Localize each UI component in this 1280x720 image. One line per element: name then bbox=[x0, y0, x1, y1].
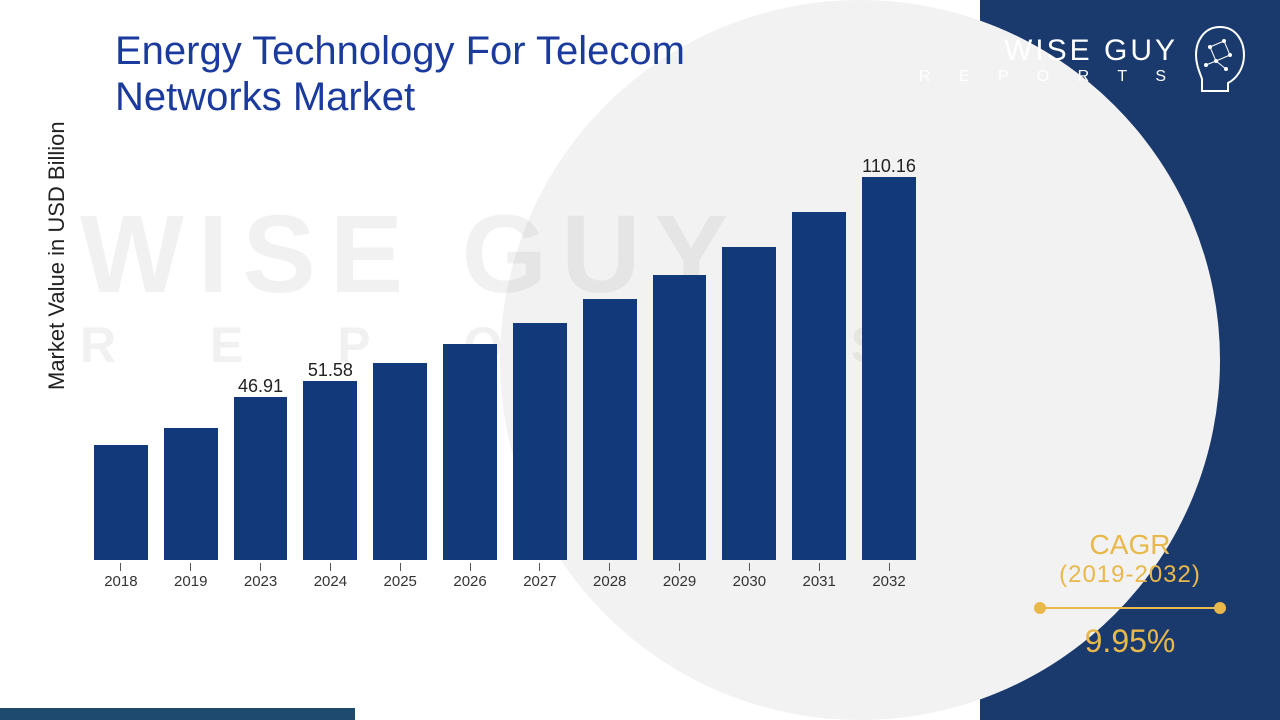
bar bbox=[722, 247, 776, 560]
x-tick: 2030 bbox=[722, 557, 776, 590]
bar bbox=[303, 381, 357, 560]
bar-wrap bbox=[443, 344, 497, 560]
bar-wrap: 110.16 bbox=[862, 177, 916, 560]
logo-main: WISE GUY bbox=[919, 34, 1178, 68]
head-icon bbox=[1190, 25, 1250, 95]
x-axis: 2018 2019 2023 2024 2025 2026 2027 2028 2029 2030… bbox=[90, 557, 920, 590]
bar-wrap bbox=[792, 212, 846, 560]
x-tick: 2028 bbox=[583, 557, 637, 590]
brand-logo: WISE GUY R E P O R T S bbox=[919, 25, 1250, 95]
chart-title: Energy Technology For Telecom Networks M… bbox=[115, 28, 815, 120]
logo-text: WISE GUY R E P O R T S bbox=[919, 34, 1178, 86]
x-tick: 2025 bbox=[373, 557, 427, 590]
bar bbox=[583, 299, 637, 560]
bar bbox=[443, 344, 497, 560]
bar bbox=[653, 275, 707, 560]
bar-value-label: 110.16 bbox=[862, 156, 916, 177]
cagr-period: (2019-2032) bbox=[1020, 561, 1240, 589]
bar-value-label: 46.91 bbox=[238, 376, 283, 397]
bar-value-label: 51.58 bbox=[308, 360, 353, 381]
x-tick: 2031 bbox=[792, 557, 846, 590]
logo-sub: R E P O R T S bbox=[919, 68, 1178, 86]
bar-chart: 46.91 51.58 110.16 2018 2019 2023 2024 2025 202… bbox=[90, 160, 920, 590]
bar-wrap bbox=[373, 363, 427, 560]
x-tick: 2026 bbox=[443, 557, 497, 590]
x-tick: 2027 bbox=[513, 557, 567, 590]
bar-wrap bbox=[94, 445, 148, 560]
cagr-label: CAGR bbox=[1020, 529, 1240, 561]
bar-wrap bbox=[164, 428, 218, 560]
x-tick: 2023 bbox=[234, 557, 288, 590]
x-tick: 2024 bbox=[303, 557, 357, 590]
bars-container: 46.91 51.58 110.16 bbox=[90, 160, 920, 560]
x-tick: 2018 bbox=[94, 557, 148, 590]
cagr-box: CAGR (2019-2032) 9.95% bbox=[1020, 529, 1240, 660]
y-axis-label: Market Value in USD Billion bbox=[44, 121, 70, 390]
bottom-accent-bar bbox=[0, 708, 355, 720]
cagr-value: 9.95% bbox=[1020, 623, 1240, 660]
bar bbox=[513, 323, 567, 560]
x-tick: 2019 bbox=[164, 557, 218, 590]
bar bbox=[234, 397, 288, 560]
bar-wrap: 46.91 bbox=[234, 397, 288, 560]
bar-wrap bbox=[513, 323, 567, 560]
bar bbox=[792, 212, 846, 560]
bar bbox=[862, 177, 916, 560]
bar-wrap: 51.58 bbox=[303, 381, 357, 560]
x-tick: 2029 bbox=[653, 557, 707, 590]
cagr-divider bbox=[1040, 607, 1220, 609]
bar bbox=[164, 428, 218, 560]
bar bbox=[373, 363, 427, 560]
bar-wrap bbox=[722, 247, 776, 560]
bar-wrap bbox=[583, 299, 637, 560]
x-tick: 2032 bbox=[862, 557, 916, 590]
bar bbox=[94, 445, 148, 560]
bar-wrap bbox=[653, 275, 707, 560]
